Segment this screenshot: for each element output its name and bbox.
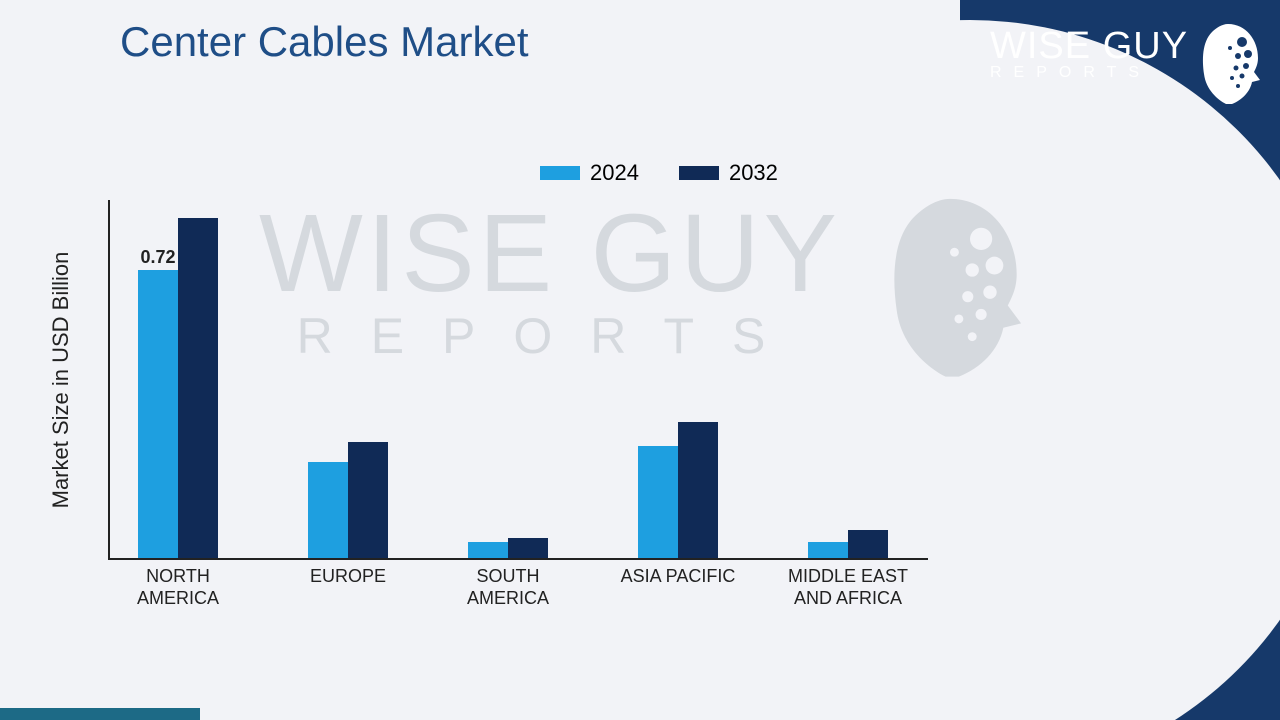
bar-group: SOUTH AMERICA <box>468 200 588 560</box>
bar-group: ASIA PACIFIC <box>638 200 758 560</box>
legend-label-2032: 2032 <box>729 160 778 186</box>
y-axis-line <box>108 200 110 560</box>
legend: 2024 2032 <box>540 160 778 186</box>
category-label: MIDDLE EAST AND AFRICA <box>778 566 918 609</box>
category-label: SOUTH AMERICA <box>438 566 578 609</box>
bar-group: MIDDLE EAST AND AFRICA <box>808 200 928 560</box>
legend-label-2024: 2024 <box>590 160 639 186</box>
bar-group: 0.72NORTH AMERICA <box>138 200 258 560</box>
bar <box>308 462 348 558</box>
bar <box>508 538 548 558</box>
bar <box>678 422 718 558</box>
bar <box>848 530 888 558</box>
chart-title: Center Cables Market <box>120 18 529 66</box>
bar <box>178 218 218 558</box>
bar <box>808 542 848 558</box>
chart-canvas: Center Cables Market WISE GUY REPORTS WI… <box>0 0 1280 720</box>
legend-item-2032: 2032 <box>679 160 778 186</box>
legend-swatch-2032 <box>679 166 719 180</box>
category-label: NORTH AMERICA <box>108 566 248 609</box>
bar <box>468 542 508 558</box>
category-label: ASIA PACIFIC <box>608 566 748 588</box>
bar <box>638 446 678 558</box>
bottom-accent-bar <box>0 708 200 720</box>
y-axis-label: Market Size in USD Billion <box>48 200 74 560</box>
category-label: EUROPE <box>278 566 418 588</box>
legend-swatch-2024 <box>540 166 580 180</box>
bar-group: EUROPE <box>308 200 428 560</box>
bar <box>348 442 388 558</box>
chart-plot-area: 0.72NORTH AMERICA EUROPE SOUTH AMERICA ASIA… <box>108 200 928 560</box>
legend-item-2024: 2024 <box>540 160 639 186</box>
bar <box>138 270 178 558</box>
